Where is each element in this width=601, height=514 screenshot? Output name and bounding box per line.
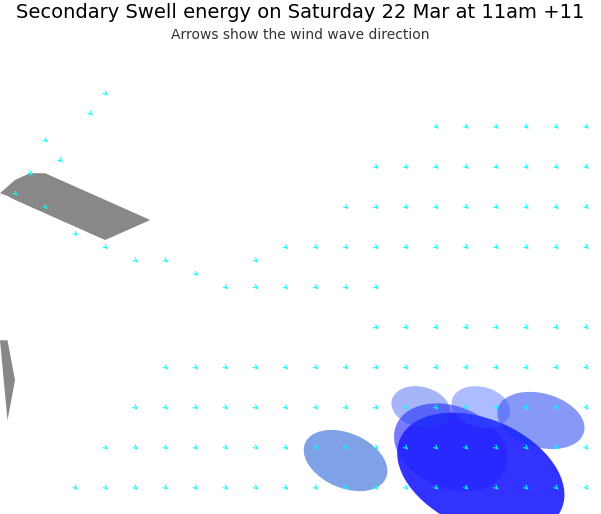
Ellipse shape [397,413,564,514]
Ellipse shape [304,430,388,491]
Text: Arrows show the wind wave direction: Arrows show the wind wave direction [171,28,430,42]
Polygon shape [0,340,15,420]
Polygon shape [0,173,150,240]
Ellipse shape [394,403,507,491]
Ellipse shape [451,386,510,428]
Ellipse shape [497,392,585,449]
Ellipse shape [391,386,450,428]
Text: Secondary Swell energy on Saturday 22 Mar at 11am +11: Secondary Swell energy on Saturday 22 Ma… [16,4,585,23]
